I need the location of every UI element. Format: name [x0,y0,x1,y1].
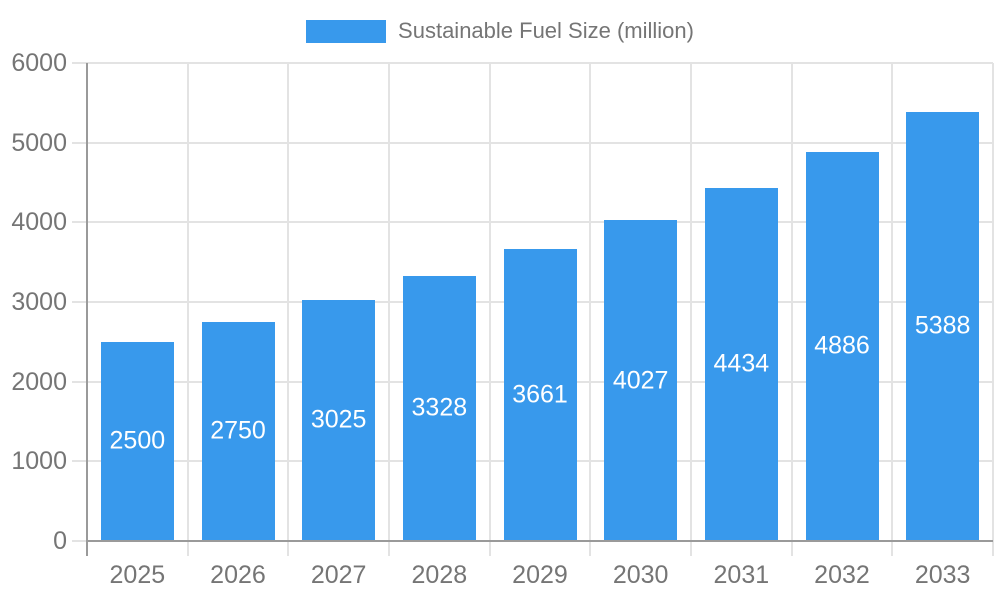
x-axis-tick [488,541,491,556]
y-gridline [87,141,993,144]
x-axis-tick-label: 2026 [210,561,266,589]
x-axis-tick [790,541,793,556]
bar-value-label: 4027 [612,366,669,395]
y-axis-tick-label: 3000 [11,288,67,316]
x-gridline [388,63,390,541]
x-axis-tick [589,541,592,556]
bar-value-label: 3025 [310,405,367,434]
x-axis-tick-label: 2030 [612,561,669,589]
x-axis-tick-label: 2029 [512,561,568,589]
x-gridline [186,63,189,541]
x-axis-line [87,540,993,542]
x-axis-tick [992,541,994,556]
y-axis-tick [72,141,87,144]
y-gridline [87,62,993,64]
x-axis-tick-label: 2031 [713,561,770,589]
bar-2031[interactable]: 4434 [704,187,778,541]
bar-value-label: 5388 [914,311,971,340]
bar-value-label: 3661 [512,380,568,409]
x-gridline [790,63,793,541]
bar-2028[interactable]: 3328 [402,275,476,541]
x-gridline [690,63,692,541]
y-axis-tick-label: 2000 [11,367,67,396]
bar-2026[interactable]: 2750 [201,321,275,541]
bar-value-label: 2750 [210,416,266,445]
bar-2033[interactable]: 5388 [906,111,980,541]
x-gridline [488,63,491,541]
x-axis-tick-label: 2025 [109,561,166,589]
bar-value-label: 2500 [109,426,166,455]
bar-value-label: 3328 [411,393,468,422]
y-axis-tick-label: 1000 [11,447,67,476]
x-gridline [891,63,894,541]
bar-2027[interactable]: 3025 [302,300,376,541]
legend-label: Sustainable Fuel Size (million) [398,18,694,43]
x-axis-tick [690,541,692,556]
y-axis-tick-label: 4000 [11,208,67,237]
x-gridline [589,63,592,541]
x-axis-tick-label: 2033 [914,561,971,589]
bar-value-label: 4886 [814,331,870,360]
x-axis-tick-label: 2028 [411,561,468,589]
x-axis-tick [388,541,390,556]
bar-2032[interactable]: 4886 [805,151,879,541]
y-axis-tick-label: 5000 [11,128,67,157]
y-gridline [87,221,993,224]
y-axis-tick-label: 6000 [11,49,67,77]
bar-2025[interactable]: 2500 [100,341,174,541]
y-axis-tick [72,460,87,463]
y-axis-tick [72,301,87,303]
y-axis-tick [72,221,87,224]
chart-legend[interactable]: Sustainable Fuel Size (million) [0,19,1000,43]
bar-value-label: 4434 [713,349,770,378]
y-axis-tick [72,380,87,383]
bar-2029[interactable]: 3661 [503,249,577,541]
x-axis-tick [287,541,290,556]
y-axis-tick [72,62,87,64]
y-axis-line [86,63,88,556]
x-axis-tick [186,541,189,556]
y-axis-tick [72,540,87,542]
x-axis-tick [891,541,894,556]
x-gridline [287,63,290,541]
bar-2030[interactable]: 4027 [604,220,678,541]
x-axis-tick-label: 2032 [814,561,870,589]
x-axis-tick-label: 2027 [310,561,367,589]
legend-swatch-icon [306,19,387,43]
y-axis-tick-label: 0 [53,527,67,555]
x-gridline [992,63,994,541]
